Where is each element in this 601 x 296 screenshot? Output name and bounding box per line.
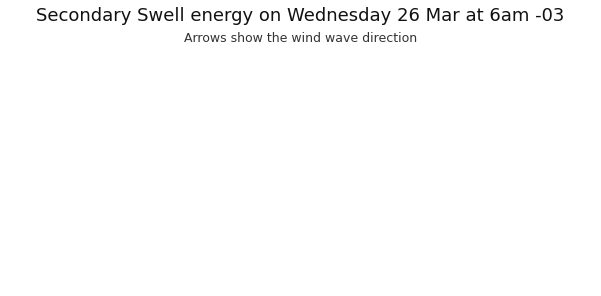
Text: Arrows show the wind wave direction: Arrows show the wind wave direction	[184, 32, 417, 45]
Text: Secondary Swell energy on Wednesday 26 Mar at 6am -03: Secondary Swell energy on Wednesday 26 M…	[36, 7, 565, 25]
Text: cartopy required: cartopy required	[243, 165, 358, 179]
